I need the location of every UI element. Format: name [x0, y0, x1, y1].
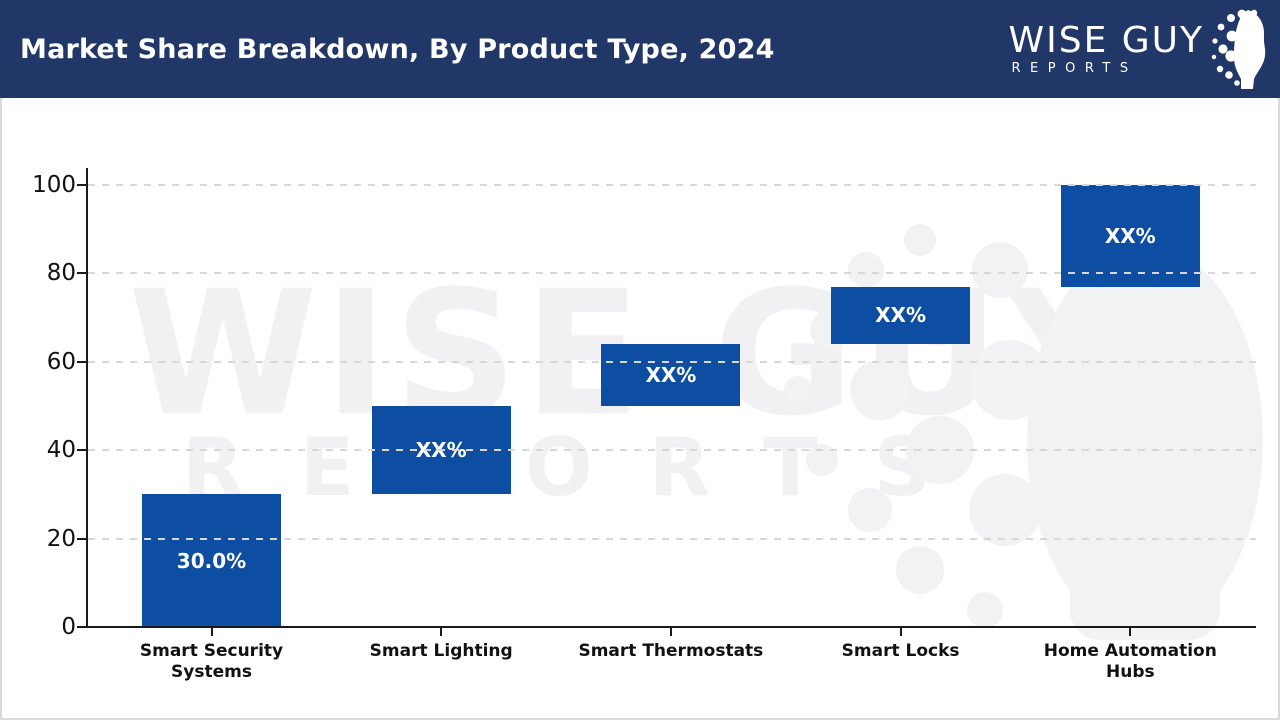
y-tick-mark	[77, 626, 86, 628]
x-category-label: Smart Thermostats	[578, 641, 764, 661]
border-left	[0, 98, 2, 720]
watermark-reports-text: REPORTS	[182, 421, 988, 514]
y-tick-mark	[77, 360, 86, 363]
x-tick-mark	[440, 628, 443, 636]
brand-logo: WISE GUY REPORTS	[1009, 9, 1280, 89]
x-tick-mark	[210, 628, 213, 636]
y-tick-label: 0	[61, 614, 76, 640]
y-tick-mark	[77, 537, 86, 540]
bar-segment: 30.0%	[142, 494, 281, 627]
gridline	[88, 449, 1256, 452]
x-category-label: Smart Locks	[841, 641, 960, 661]
x-category-label: Smart Lighting	[369, 641, 513, 661]
bar-segment: XX%	[1060, 185, 1200, 287]
y-tick-mark	[77, 449, 86, 452]
bar-value-label: 30.0%	[176, 548, 247, 573]
bar-segment: XX%	[831, 286, 971, 345]
y-tick-mark	[77, 184, 86, 186]
y-tick-label: 80	[46, 260, 76, 287]
y-tick-label: 20	[46, 525, 76, 552]
brand-subtitle: REPORTS	[1011, 61, 1138, 76]
y-tick-label: 60	[46, 348, 76, 375]
bar-value-label: XX%	[1104, 223, 1156, 248]
gridline	[88, 184, 1256, 186]
watermark-head-dots	[784, 224, 1263, 640]
y-axis-line	[86, 168, 88, 628]
bar-value-label: XX%	[875, 303, 927, 328]
brand-logo-text: WISE GUY REPORTS	[1008, 20, 1205, 76]
x-category-label: Smart Security Systems	[139, 641, 284, 683]
brand-head-icon	[1211, 9, 1266, 89]
y-tick-mark	[77, 272, 86, 275]
x-axis-line	[86, 626, 1256, 628]
page-title: Market Share Breakdown, By Product Type,…	[20, 33, 775, 65]
border-bottom	[0, 718, 1280, 720]
gridline	[88, 272, 1256, 275]
header-band: Market Share Breakdown, By Product Type,…	[0, 0, 1280, 98]
gridline	[88, 360, 1256, 363]
y-tick-label: 100	[32, 172, 76, 198]
x-tick-mark	[669, 628, 672, 636]
border-right	[1278, 98, 1280, 720]
gridline	[88, 537, 1256, 540]
x-tick-mark	[1129, 628, 1132, 636]
bar-value-label: XX%	[645, 363, 697, 388]
y-tick-label: 40	[46, 437, 76, 464]
x-category-label: Home Automation Hubs	[1043, 641, 1217, 683]
x-tick-mark	[899, 628, 902, 636]
brand-name: WISE GUY	[1008, 20, 1204, 61]
bar-segment: XX%	[601, 344, 741, 406]
